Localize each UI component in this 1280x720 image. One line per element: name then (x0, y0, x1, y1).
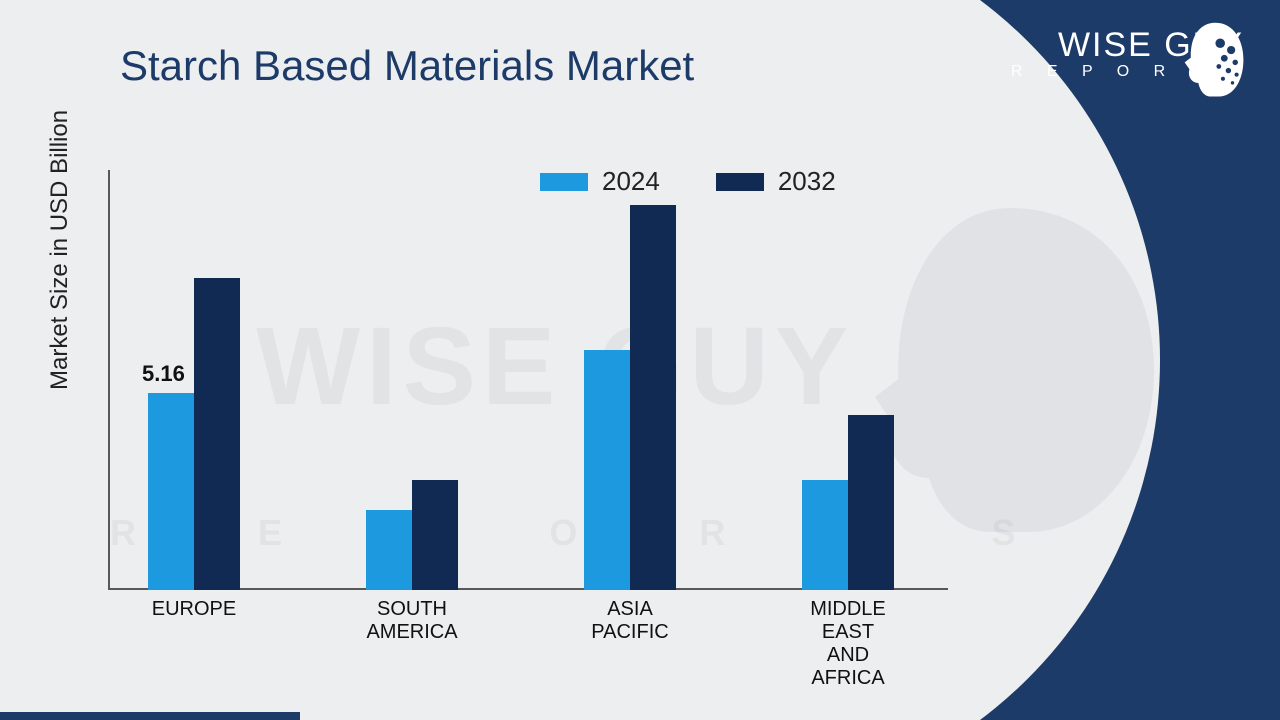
bar (148, 393, 194, 590)
bar-value-label: 5.16 (142, 361, 185, 387)
y-axis-line (108, 170, 110, 590)
x-tick-label: MIDDLEEASTANDAFRICA (782, 590, 914, 690)
legend-swatch-2024 (540, 173, 588, 191)
chart-title: Starch Based Materials Market (120, 42, 694, 90)
legend-swatch-2032 (716, 173, 764, 191)
bar (412, 480, 458, 590)
bar (584, 350, 630, 590)
bar-group: ASIAPACIFIC (584, 205, 676, 590)
bar-group: EUROPE (148, 278, 240, 590)
bar-group: SOUTHAMERICA (366, 480, 458, 590)
bar (848, 415, 894, 590)
bar (802, 480, 848, 590)
plot-area: EUROPE SOUTHAMERICA ASIAPACIFIC MIDDLEEASTA… (108, 190, 948, 590)
chart-canvas: WISE GUY R E P O R T S WISE GUY R E P O … (0, 0, 1280, 720)
bar-group: MIDDLEEASTANDAFRICA (802, 415, 894, 590)
bar (630, 205, 676, 590)
x-tick-label: EUROPE (128, 590, 260, 621)
footer-accent-bar (0, 712, 300, 720)
y-axis-label: Market Size in USD Billion (46, 110, 74, 390)
brand-logo: WISE GUY R E P O R T S (1011, 26, 1244, 81)
logo-head-icon (1176, 20, 1248, 102)
bar (366, 510, 412, 590)
bar (194, 278, 240, 590)
x-tick-label: ASIAPACIFIC (564, 590, 696, 644)
x-tick-label: SOUTHAMERICA (346, 590, 478, 644)
